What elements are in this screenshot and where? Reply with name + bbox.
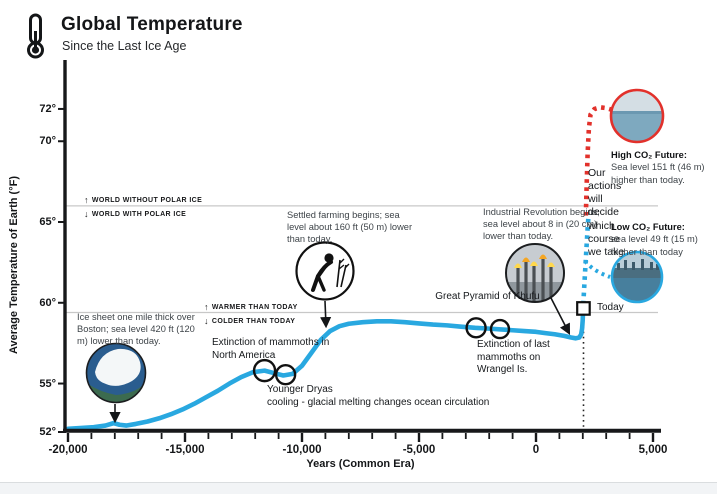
x-axis-label: Years (Common Era) (306, 458, 415, 470)
colder-than-today-label: ↓ COLDER THAN TODAY (204, 316, 296, 326)
industrial-revolution-note: Industrial Revolution begins; sea level … (483, 207, 600, 242)
younger-dryas-label: Younger Dryas cooling - glacial melting … (267, 384, 490, 408)
today-label: Today (597, 302, 624, 313)
y-tick-label: 70° (39, 135, 56, 148)
warmer-than-today-label: ↑ WARMER THAN TODAY (204, 302, 298, 312)
y-tick-label: 60° (39, 296, 56, 309)
y-tick-label: 52° (39, 426, 56, 438)
x-tick-label: -5,000 (402, 444, 436, 456)
page-subtitle: Since the Last Ice Age (62, 39, 187, 53)
wrangel-label: Extinction of last mammoths on Wrangel I… (477, 339, 550, 375)
settled-farming-note: Settled farming begins; sea level about … (287, 210, 413, 245)
y-tick-label: 65° (39, 216, 56, 228)
x-tick-label: 5,000 (638, 444, 668, 456)
low-co2-note: Low CO₂ Future: sea level 49 ft (15 m) h… (611, 222, 698, 257)
x-tick-label: -20,000 (48, 444, 88, 456)
thermometer-icon (27, 13, 44, 59)
x-tick-label: -15,000 (165, 444, 205, 456)
our-actions-label: Our actions will decide which course we … (588, 167, 625, 258)
up-arrow-icon: ↑ (84, 195, 89, 205)
high-co2-note: High CO₂ Future: Sea level 151 ft (46 m)… (611, 150, 705, 185)
page-bottom-strip (0, 482, 717, 494)
x-tick-label: -10,000 (282, 444, 322, 456)
great-pyramid-label: Great Pyramid of Khufu (435, 291, 540, 302)
up-arrow-icon: ↑ (204, 302, 209, 312)
y-tick-label: 55° (39, 377, 56, 390)
ice-sheet-note: Ice sheet one mile thick over Boston; se… (77, 312, 195, 347)
y-axis-label: Average Temperature of Earth (°F) (8, 176, 20, 354)
world-without-polar-ice-label: ↑ WORLD WITHOUT POLAR ICE (84, 195, 203, 205)
world-with-polar-ice-label: ↓ WORLD WITH POLAR ICE (84, 209, 187, 219)
down-arrow-icon: ↓ (204, 316, 209, 326)
x-tick-label: 0 (532, 444, 540, 456)
mammoths-na-label: Extinction of mammoths in North America (212, 337, 330, 361)
page-title: Global Temperature (61, 14, 243, 35)
y-tick-label: 72° (39, 102, 56, 115)
down-arrow-icon: ↓ (84, 209, 89, 219)
